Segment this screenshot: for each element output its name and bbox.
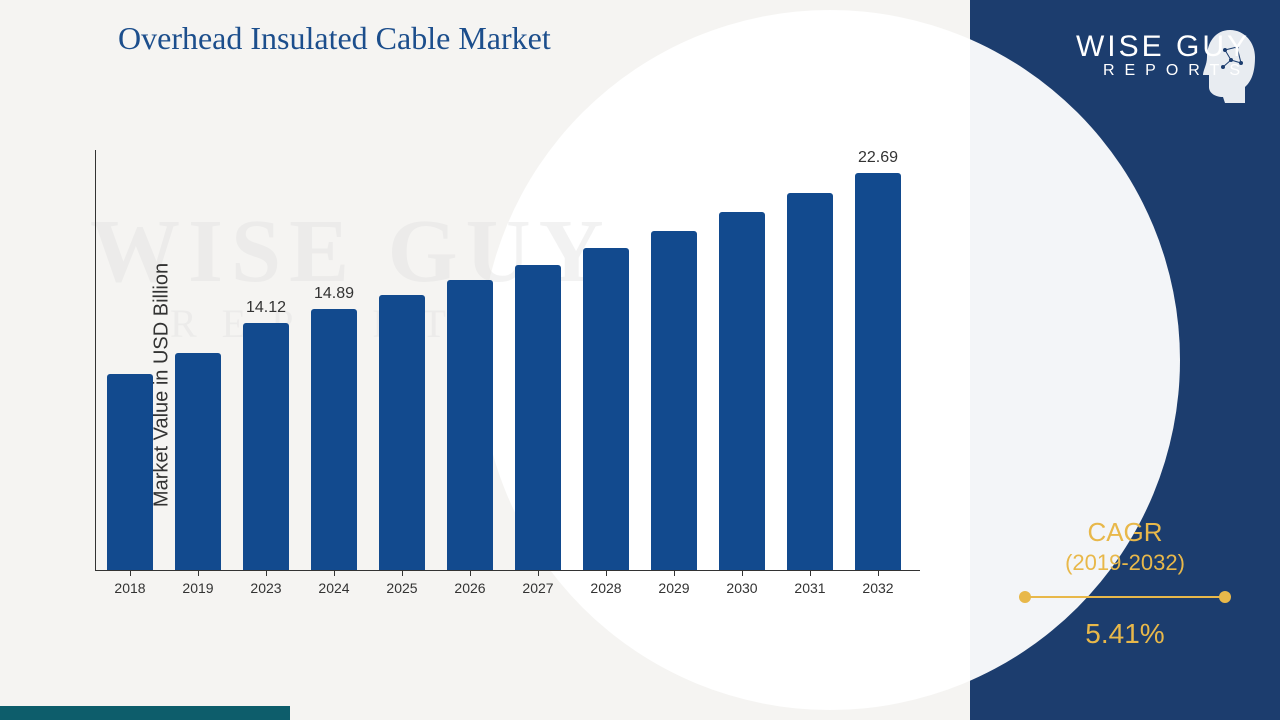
cagr-dot-left	[1019, 591, 1031, 603]
bar-2023	[243, 323, 289, 570]
bar-2032	[855, 173, 901, 570]
x-label-2018: 2018	[114, 580, 145, 596]
logo-sub-text: REPORTS	[1076, 62, 1250, 80]
x-label-2027: 2027	[522, 580, 553, 596]
bar-2026	[447, 280, 493, 570]
cagr-box: CAGR (2019-2032) 5.41%	[1000, 517, 1250, 650]
bar-2030	[719, 212, 765, 570]
bar-value-label-2024: 14.89	[314, 285, 354, 303]
x-label-2026: 2026	[454, 580, 485, 596]
x-label-2019: 2019	[182, 580, 213, 596]
x-tick	[538, 570, 539, 576]
chart-title: Overhead Insulated Cable Market	[118, 20, 551, 57]
bar-value-label-2032: 22.69	[858, 149, 898, 167]
x-tick	[674, 570, 675, 576]
bar-value-label-2023: 14.12	[246, 299, 286, 317]
x-label-2028: 2028	[590, 580, 621, 596]
x-label-2025: 2025	[386, 580, 417, 596]
logo-main-text: WISE GUY	[1076, 30, 1250, 64]
x-label-2029: 2029	[658, 580, 689, 596]
x-tick	[742, 570, 743, 576]
x-tick	[334, 570, 335, 576]
bottom-accent-strip	[0, 706, 290, 720]
x-tick	[470, 570, 471, 576]
bar-2029	[651, 231, 697, 571]
x-tick	[402, 570, 403, 576]
x-label-2032: 2032	[862, 580, 893, 596]
x-tick	[266, 570, 267, 576]
bar-2024	[311, 309, 357, 570]
cagr-divider-line	[1025, 596, 1225, 598]
cagr-dot-right	[1219, 591, 1231, 603]
cagr-years: (2019-2032)	[1000, 550, 1250, 576]
x-label-2024: 2024	[318, 580, 349, 596]
cagr-title: CAGR	[1000, 517, 1250, 548]
x-tick	[606, 570, 607, 576]
x-tick	[130, 570, 131, 576]
bar-2031	[787, 193, 833, 570]
x-axis-line	[95, 570, 920, 571]
x-label-2030: 2030	[726, 580, 757, 596]
bar-2019	[175, 353, 221, 570]
x-tick	[878, 570, 879, 576]
x-tick	[198, 570, 199, 576]
x-label-2023: 2023	[250, 580, 281, 596]
x-label-2031: 2031	[794, 580, 825, 596]
plot-area: 14.12 14.89 22.69	[95, 150, 920, 570]
bar-2025	[379, 295, 425, 570]
chart-container: Market Value in USD Billion 14.1214.8922…	[50, 150, 920, 620]
cagr-value: 5.41%	[1000, 618, 1250, 650]
brand-logo: WISE GUY REPORTS	[1076, 30, 1250, 80]
x-tick	[810, 570, 811, 576]
bar-2027	[515, 265, 561, 570]
bar-2018	[107, 374, 153, 570]
bar-2028	[583, 248, 629, 570]
